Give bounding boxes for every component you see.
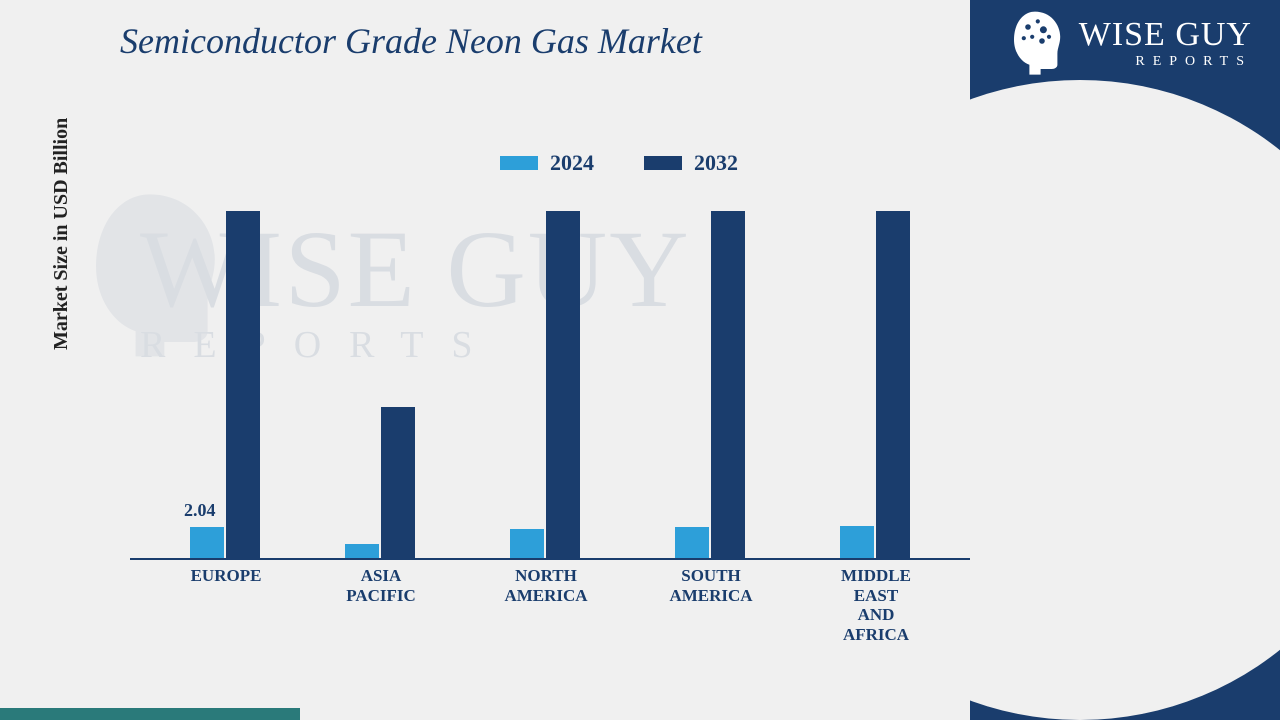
chart-title: Semiconductor Grade Neon Gas Market [120,20,702,62]
brand-main-text: WISE GUY [1079,18,1252,52]
legend-swatch [644,156,682,170]
legend-label: 2024 [550,150,594,176]
category-label: SOUTHAMERICA [645,566,777,605]
category-label: MIDDLEEASTANDAFRICA [810,566,942,644]
y-axis-label: Market Size in USD Billion [50,118,73,350]
legend-label: 2032 [694,150,738,176]
bar [510,529,544,558]
bar [840,526,874,558]
bottom-accent-bar [0,708,300,720]
bar [226,211,260,558]
category-label: NORTHAMERICA [480,566,612,605]
chart-area: 20242032 Market Size in USD Billion EURO… [60,150,980,670]
bar-group [675,211,747,558]
brand-logo: WISE GUY REPORTS [1079,18,1252,70]
bar [190,527,224,558]
bar [381,407,415,558]
legend-swatch [500,156,538,170]
bar [876,211,910,558]
legend-item: 2024 [500,150,594,176]
legend-item: 2032 [644,150,738,176]
category-label: ASIAPACIFIC [315,566,447,605]
bar [675,527,709,558]
bar [546,211,580,558]
category-label: EUROPE [160,566,292,586]
brand-sub-text: REPORTS [1079,54,1252,70]
brand-head-icon [1000,6,1070,76]
bar-group [510,211,582,558]
bar [711,211,745,558]
bar [345,544,379,558]
bar-group [840,211,912,558]
plot-area: EUROPEASIAPACIFICNORTHAMERICASOUTHAMERIC… [130,190,970,560]
bar-value-label: 2.04 [184,500,216,521]
legend: 2024 2032 [500,150,738,176]
bar-group [345,407,417,558]
